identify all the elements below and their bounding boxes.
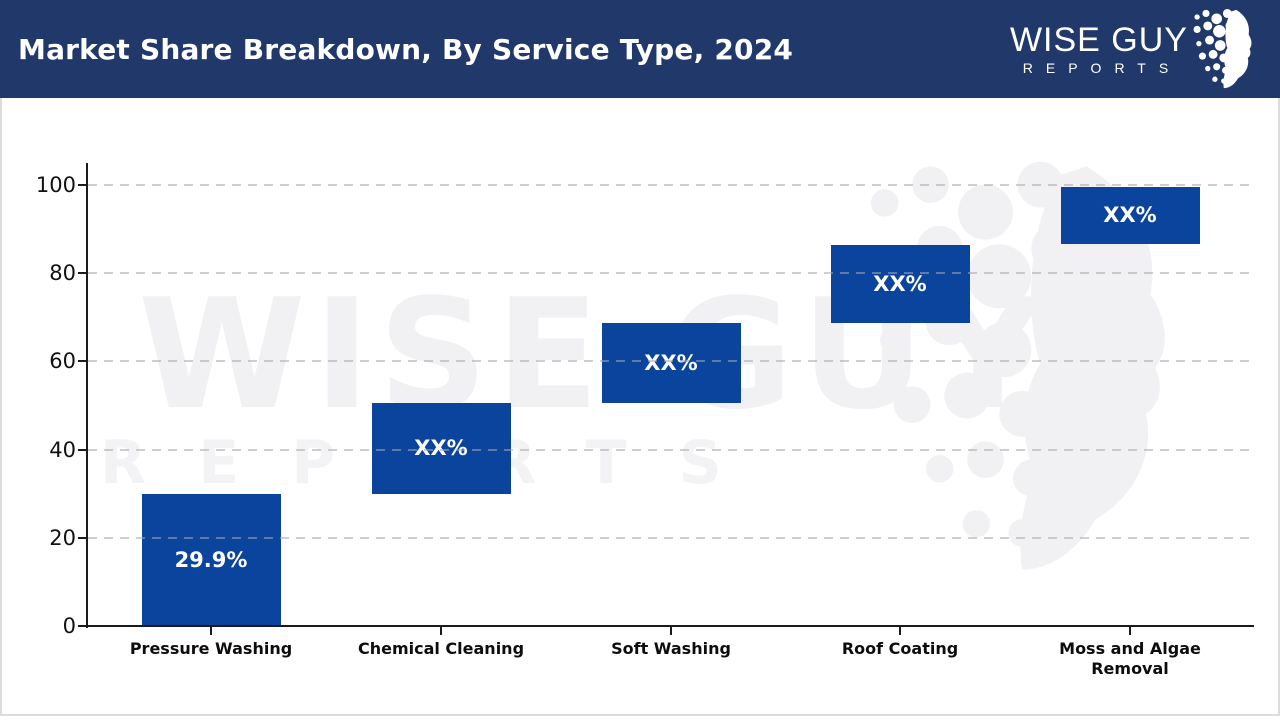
x-tick-mark bbox=[1129, 627, 1131, 635]
y-tick-mark bbox=[78, 536, 86, 539]
logo-face-icon bbox=[1193, 9, 1252, 89]
x-axis-line bbox=[86, 625, 1254, 627]
bar-chemical-cleaning bbox=[371, 402, 511, 495]
bar-value-label-moss-and-algae-removal: XX% bbox=[1103, 203, 1157, 228]
y-tick-mark bbox=[78, 625, 86, 627]
gridline-100 bbox=[88, 184, 1252, 186]
x-tick-mark bbox=[440, 627, 442, 635]
y-tick-label: 0 bbox=[62, 614, 76, 638]
gridline-40 bbox=[88, 448, 1252, 451]
brand-logo: WISE GUY REPORTS bbox=[1010, 8, 1254, 90]
y-tick-label: 60 bbox=[49, 349, 76, 374]
x-tick-mark bbox=[670, 627, 672, 635]
x-tick-mark bbox=[210, 627, 212, 635]
y-tick-label: 80 bbox=[49, 261, 76, 286]
y-tick-mark bbox=[78, 448, 86, 451]
y-tick-label: 20 bbox=[49, 525, 76, 550]
category-label-chemical-cleaning: Chemical Cleaning bbox=[357, 639, 525, 658]
category-label-soft-washing: Soft Washing bbox=[611, 639, 731, 658]
gridline-80 bbox=[88, 272, 1252, 275]
logo-brand-text: WISE GUY bbox=[1009, 21, 1188, 59]
x-tick-mark bbox=[899, 627, 901, 635]
y-tick-mark bbox=[78, 272, 86, 275]
logo-tagline-text: REPORTS bbox=[1022, 60, 1182, 76]
y-tick-label: 100 bbox=[35, 173, 76, 197]
bar-soft-washing bbox=[601, 322, 741, 403]
category-label-pressure-washing: Pressure Washing bbox=[129, 639, 293, 658]
bar-pressure-washing bbox=[141, 494, 281, 626]
bar-value-label-chemical-cleaning: XX% bbox=[414, 436, 468, 461]
gridline-60 bbox=[88, 360, 1252, 363]
gridline-20 bbox=[88, 536, 1252, 539]
y-tick-label: 40 bbox=[49, 437, 76, 462]
category-label-moss-and-algae-removal: Moss and Algae Removal bbox=[1059, 639, 1201, 678]
y-axis-line bbox=[86, 163, 88, 628]
logo-text: WISE GUY REPORTS bbox=[1010, 23, 1188, 75]
bar-value-label-pressure-washing: 29.9% bbox=[174, 548, 248, 573]
y-tick-mark bbox=[78, 360, 86, 363]
category-label-roof-coating: Roof Coating bbox=[841, 639, 959, 658]
bar-value-label-roof-coating: XX% bbox=[873, 272, 927, 296]
bar-value-label-soft-washing: XX% bbox=[644, 350, 698, 375]
y-tick-mark bbox=[78, 184, 86, 186]
page-title: Market Share Breakdown, By Service Type,… bbox=[18, 32, 794, 66]
header: Market Share Breakdown, By Service Type,… bbox=[0, 0, 1280, 98]
